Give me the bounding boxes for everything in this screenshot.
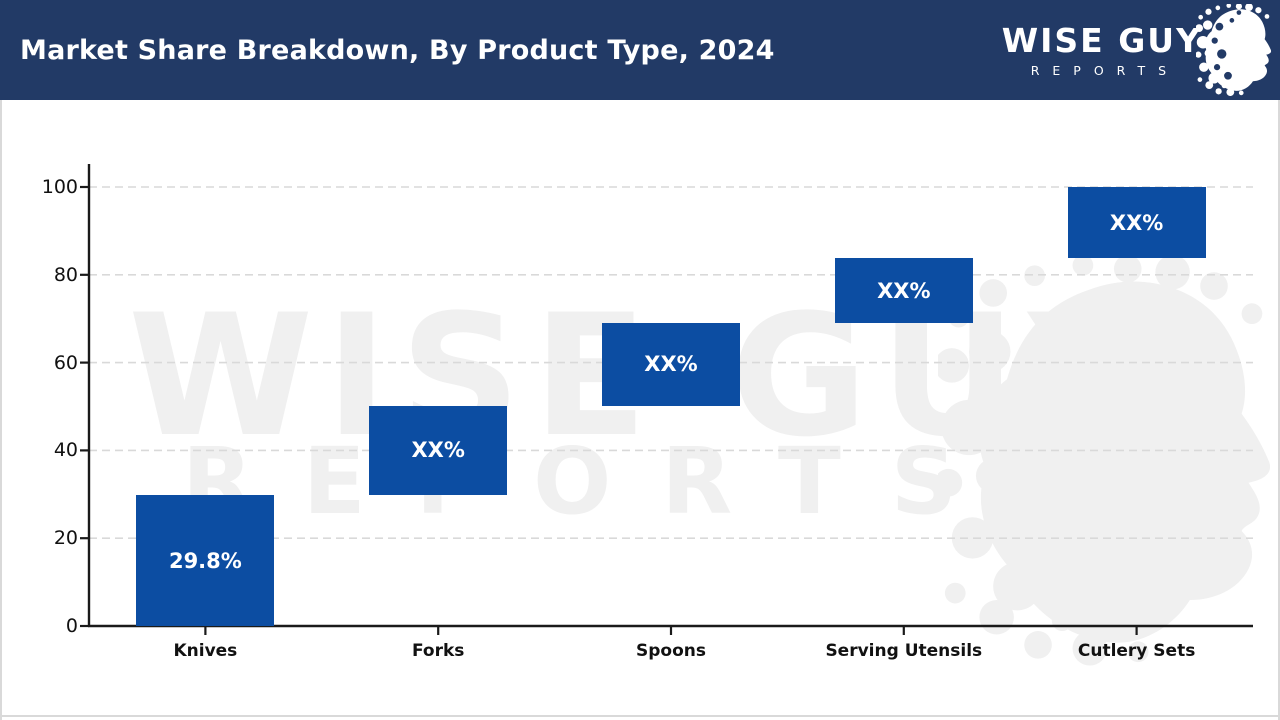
- logo-wiseguy-label: WISE GUY: [1001, 20, 1202, 60]
- x-category-label-knives: Knives: [173, 641, 238, 661]
- x-category-label-serving-utensils: Serving Utensils: [825, 641, 983, 661]
- y-tick-label-100: 100: [41, 176, 78, 198]
- bar-segment-spoons: XX%: [602, 323, 740, 406]
- header-banner: Market Share Breakdown, By Product Type,…: [0, 0, 1280, 100]
- logo-reports-label: REPORTS: [1030, 62, 1180, 78]
- y-tick-label-40: 40: [53, 439, 78, 462]
- frame-border-left: [0, 100, 2, 720]
- y-tick-label-60: 60: [53, 351, 78, 374]
- frame-border-bottom: [0, 715, 1280, 717]
- wiseguy-logo: WISE GUY REPORTS: [1002, 2, 1274, 98]
- x-category-label-spoons: Spoons: [636, 641, 706, 661]
- bar-value-label: XX%: [1109, 210, 1164, 235]
- bar-segment-serving-utensils: XX%: [834, 258, 973, 324]
- bar-value-label: XX%: [644, 352, 698, 377]
- bar-value-label: XX%: [411, 438, 465, 463]
- bar-segment-knives: 29.8%: [136, 495, 275, 626]
- y-tick-label-80: 80: [53, 263, 78, 286]
- bar-segment-cutlery-sets: XX%: [1067, 187, 1206, 259]
- wiseguy-logo-text: WISE GUY REPORTS: [1001, 20, 1202, 78]
- x-category-label-forks: Forks: [411, 641, 465, 661]
- y-tick-label-20: 20: [53, 527, 78, 550]
- plot-axes: [80, 164, 1253, 635]
- y-tick-label-0: 0: [65, 615, 78, 637]
- wiseguy-head-dots-icon: [1195, 3, 1274, 97]
- bar-value-label: XX%: [877, 278, 931, 303]
- frame-border-right: [1278, 100, 1280, 720]
- page-title: Market Share Breakdown, By Product Type,…: [20, 34, 775, 66]
- bar-segment-forks: XX%: [369, 405, 508, 496]
- chart-area: WISE GUY REPORTS 29.8%XX%XX%XX%XX% 02040…: [0, 100, 1280, 720]
- watermark-head-dots-icon: [934, 212, 1280, 712]
- bar-value-label: 29.8%: [168, 548, 242, 573]
- x-category-label-cutlery-sets: Cutlery Sets: [1077, 641, 1196, 661]
- watermark-reports-text: REPORTS: [182, 428, 1008, 535]
